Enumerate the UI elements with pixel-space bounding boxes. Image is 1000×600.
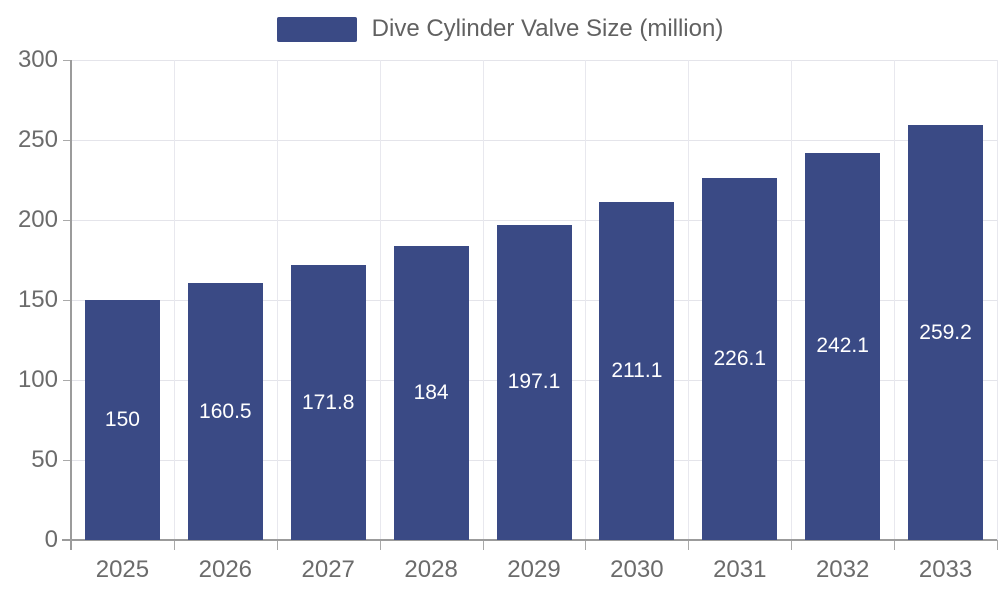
- bar-2027: [290, 265, 366, 540]
- gridline-vertical: [997, 60, 998, 540]
- y-axis-tick: [63, 460, 71, 461]
- bar-value-label: 150: [104, 408, 140, 431]
- legend-label: Dive Cylinder Valve Size (million): [371, 15, 724, 42]
- bar-value-label: 242.1: [816, 334, 869, 358]
- gridline-vertical: [276, 60, 278, 540]
- y-axis-line: [70, 60, 72, 550]
- bar-value-label: 226.1: [713, 347, 767, 371]
- y-tick-label: 200: [17, 206, 58, 233]
- bar-value-label: 160.5: [199, 399, 252, 423]
- y-tick-label: 50: [31, 446, 58, 473]
- x-axis-tick: [173, 540, 175, 550]
- gridline-vertical: [585, 60, 587, 540]
- gridline-vertical: [379, 60, 381, 540]
- x-tick-label: 2031: [713, 556, 767, 583]
- y-axis-tick: [63, 300, 71, 301]
- y-tick-label: 0: [44, 526, 58, 553]
- x-axis-tick: [894, 540, 896, 550]
- y-axis-tick: [63, 220, 71, 221]
- gridline-vertical: [791, 60, 793, 540]
- bar-value-label: 259.2: [919, 320, 972, 344]
- y-axis-tick: [63, 140, 71, 141]
- bar-2030: [599, 202, 675, 540]
- bar-value-label: 171.8: [301, 390, 355, 414]
- x-axis-tick: [482, 540, 484, 550]
- gridline-vertical: [894, 60, 896, 540]
- x-axis-tick: [379, 540, 381, 550]
- x-axis-tick: [585, 540, 587, 550]
- y-tick-label: 300: [17, 46, 58, 73]
- bar-value-label: 211.1: [611, 359, 663, 383]
- x-axis-tick: [997, 540, 998, 550]
- legend-swatch: [276, 16, 357, 42]
- y-axis-tick: [63, 380, 71, 381]
- bar-2031: [702, 178, 778, 540]
- gridline-horizontal: [71, 220, 997, 221]
- x-tick-label: 2030: [610, 556, 664, 583]
- bar-2032: [805, 152, 881, 540]
- gridline-horizontal: [71, 60, 997, 61]
- gridline-vertical: [482, 60, 484, 540]
- x-tick-label: 2025: [95, 556, 150, 583]
- bar-2033: [908, 125, 984, 540]
- gridline-vertical: [688, 60, 690, 540]
- y-tick-label: 150: [17, 286, 58, 313]
- x-tick-label: 2026: [198, 556, 253, 583]
- bar-2026: [187, 283, 263, 540]
- x-tick-label: 2028: [404, 556, 458, 583]
- x-tick-label: 2029: [507, 556, 561, 583]
- legend-item[interactable]: Dive Cylinder Valve Size (million): [0, 15, 1000, 43]
- x-axis-line: [62, 539, 997, 541]
- x-tick-label: 2027: [301, 556, 355, 583]
- x-tick-label: 2032: [815, 556, 870, 583]
- bar-2028: [393, 245, 469, 540]
- x-axis-tick: [791, 540, 793, 550]
- x-axis-tick: [688, 540, 690, 550]
- x-axis-tick: [276, 540, 278, 550]
- bar-value-label: 184: [413, 380, 449, 404]
- x-tick-label: 2033: [918, 556, 973, 583]
- bar-2025: [84, 300, 160, 540]
- y-tick-label: 250: [17, 126, 58, 153]
- y-tick-label: 100: [17, 366, 58, 393]
- bar-2029: [496, 224, 572, 540]
- bar-value-label: 197.1: [507, 370, 561, 394]
- gridline-horizontal: [71, 140, 997, 141]
- y-axis-tick: [63, 60, 71, 61]
- gridline-vertical: [173, 60, 175, 540]
